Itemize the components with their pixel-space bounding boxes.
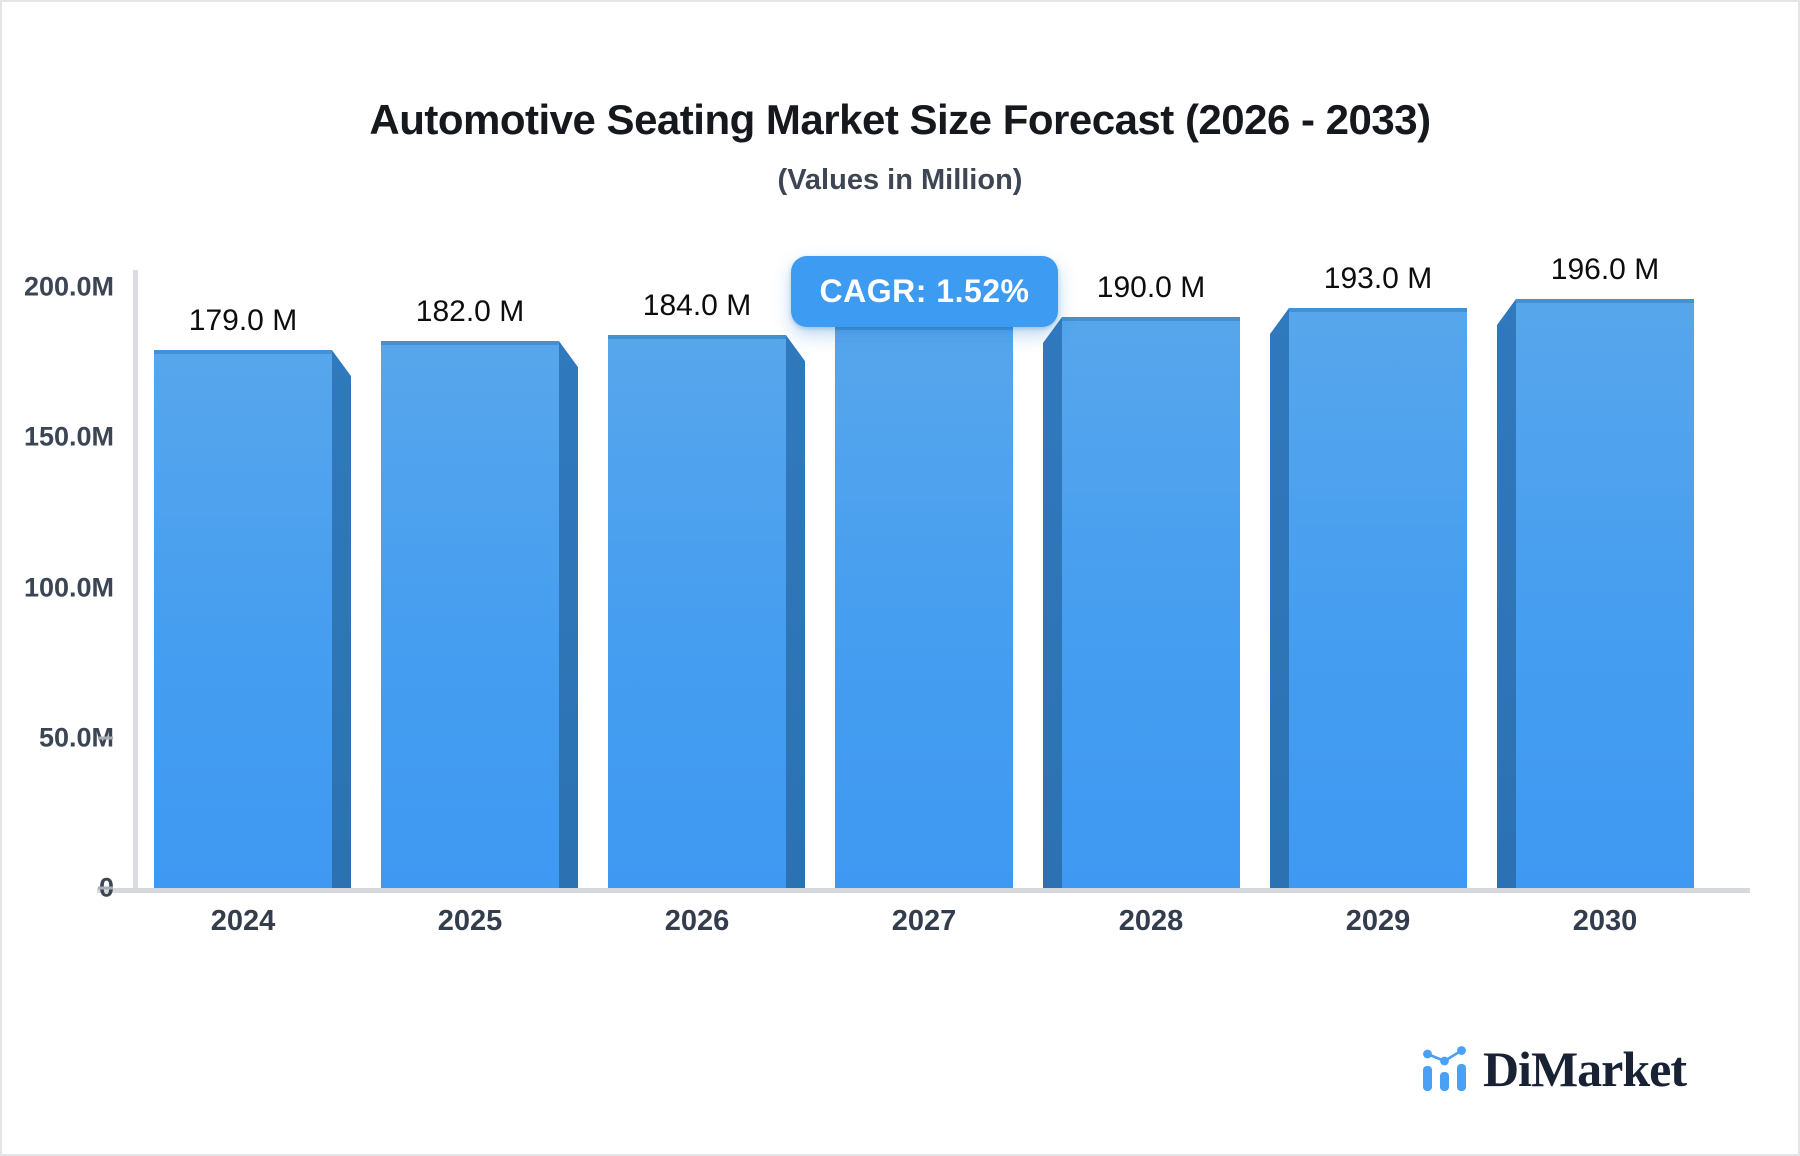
bar-3d-side-2026 xyxy=(786,335,805,888)
bar-2026 xyxy=(608,335,786,888)
x-axis-line xyxy=(97,888,1750,893)
bar-2027 xyxy=(835,326,1013,888)
bar-value-label-2028: 190.0 M xyxy=(1096,271,1206,305)
bar-3d-side-2025 xyxy=(559,341,578,888)
bar-2024 xyxy=(154,350,332,888)
bar-2029 xyxy=(1289,308,1467,888)
y-tick-label-200.0M: 200.0M xyxy=(23,271,114,302)
bar-value-label-2025: 182.0 M xyxy=(415,295,525,329)
brand-name: DiMarket xyxy=(1482,1041,1687,1097)
bar-3d-side-2028 xyxy=(1043,317,1062,888)
x-axis-label-2024: 2024 xyxy=(210,905,276,937)
brand-logo: DiMarket xyxy=(1420,1040,1687,1098)
x-axis-label-2030: 2030 xyxy=(1572,905,1638,937)
chart-title: Automotive Seating Market Size Forecast … xyxy=(369,96,1431,143)
y-tick-mark xyxy=(98,736,113,740)
chart-subtitle: (Values in Million) xyxy=(777,164,1023,196)
bar-2025 xyxy=(381,341,559,888)
bar-2030 xyxy=(1516,299,1694,888)
x-axis-label-2029: 2029 xyxy=(1345,905,1411,937)
bar-value-label-2030: 196.0 M xyxy=(1550,253,1660,287)
bar-3d-side-2029 xyxy=(1270,308,1289,888)
bar-value-label-2024: 179.0 M xyxy=(188,304,298,338)
y-tick-label-150.0M: 150.0M xyxy=(23,421,114,452)
x-axis-label-2025: 2025 xyxy=(437,905,503,937)
bar-2028 xyxy=(1062,317,1240,888)
bar-value-label-2029: 193.0 M xyxy=(1323,262,1433,296)
cagr-badge: CAGR: 1.52% xyxy=(791,256,1058,327)
bar-value-label-2026: 184.0 M xyxy=(642,289,752,323)
y-tick-mark xyxy=(98,886,113,890)
x-axis-label-2028: 2028 xyxy=(1118,905,1184,937)
y-tick-label-100.0M: 100.0M xyxy=(23,572,114,602)
x-axis-label-2026: 2026 xyxy=(664,905,730,937)
y-axis-line xyxy=(133,270,138,888)
bar-3d-side-2030 xyxy=(1497,299,1516,888)
logo-chart-icon xyxy=(1422,1046,1466,1091)
bar-3d-side-2024 xyxy=(332,350,351,888)
x-axis-label-2027: 2027 xyxy=(891,905,957,937)
